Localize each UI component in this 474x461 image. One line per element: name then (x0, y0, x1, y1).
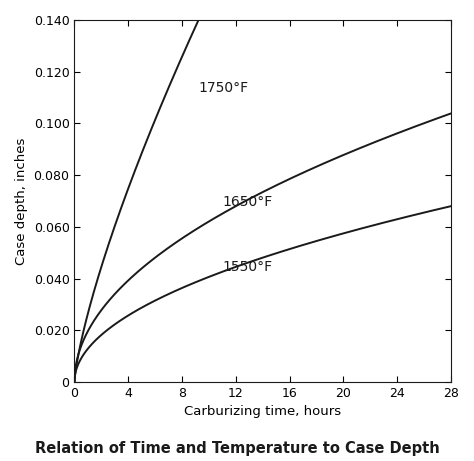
Text: 1550°F: 1550°F (222, 260, 273, 274)
Text: 1750°F: 1750°F (198, 82, 248, 95)
Text: Relation of Time and Temperature to Case Depth: Relation of Time and Temperature to Case… (35, 441, 439, 456)
Y-axis label: Case depth, inches: Case depth, inches (15, 137, 28, 265)
Text: 1650°F: 1650°F (222, 195, 273, 209)
X-axis label: Carburizing time, hours: Carburizing time, hours (184, 405, 341, 418)
